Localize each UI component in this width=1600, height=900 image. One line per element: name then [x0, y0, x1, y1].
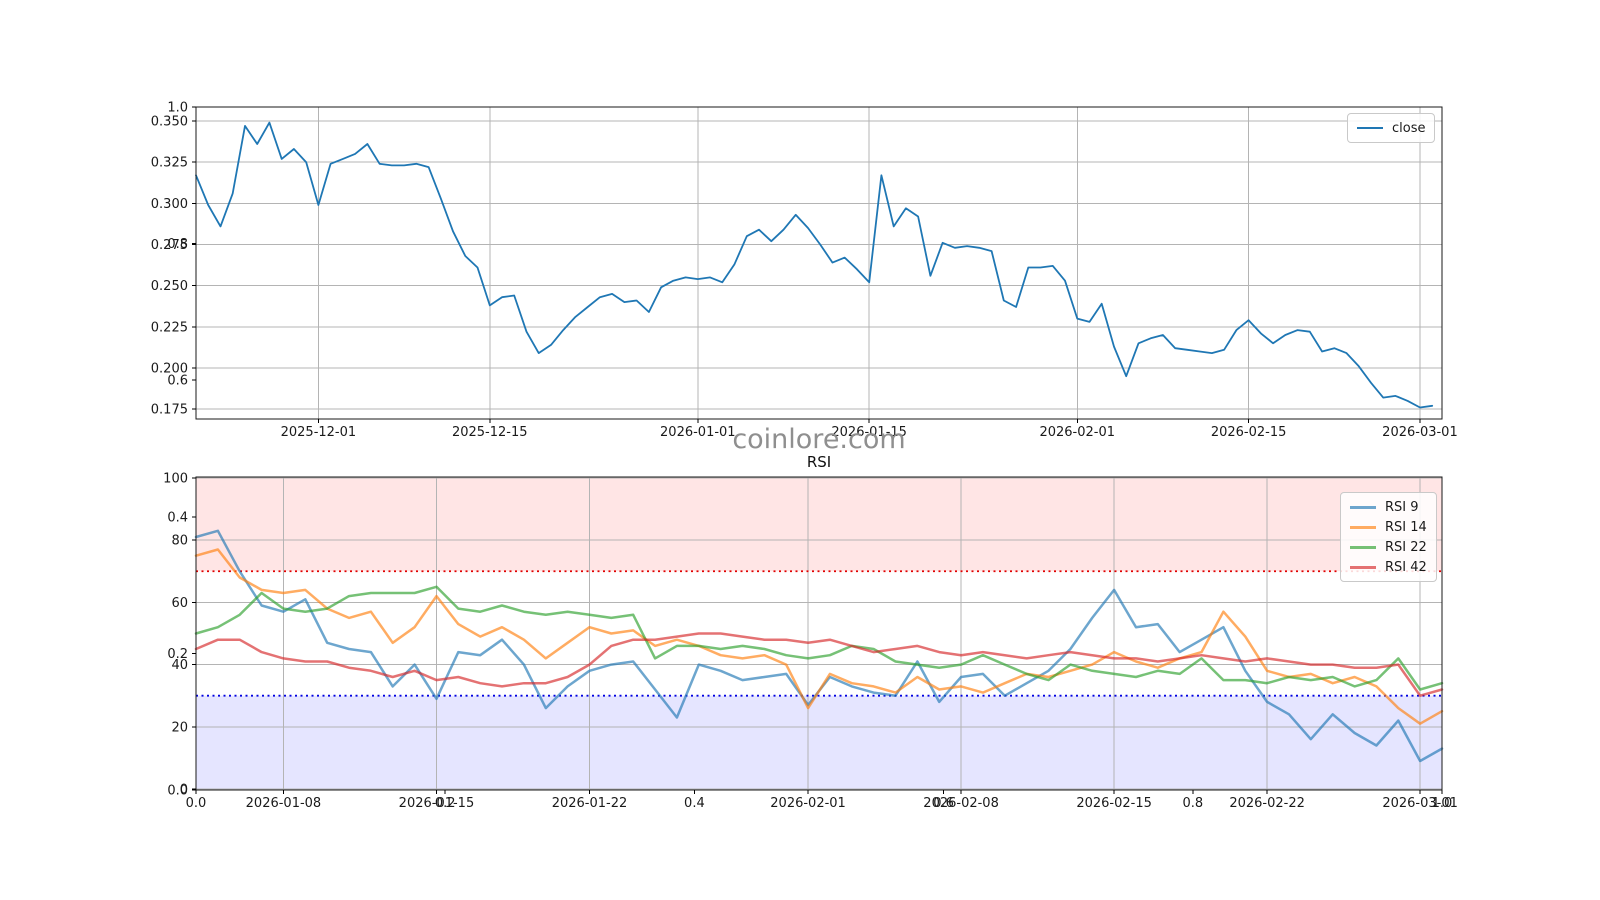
svg-text:0.325: 0.325 — [151, 156, 188, 171]
oversold-band — [196, 695, 1442, 790]
rsi9-line-swatch — [1350, 505, 1376, 509]
legend-item-rsi42: RSI 42 — [1350, 557, 1427, 577]
rsi14-line-swatch — [1350, 525, 1376, 529]
svg-text:0.0: 0.0 — [186, 796, 207, 811]
legend-label-close: close — [1392, 120, 1426, 136]
svg-text:2026-02-15: 2026-02-15 — [1211, 425, 1287, 440]
close-line-swatch — [1357, 127, 1383, 129]
svg-text:2025-12-01: 2025-12-01 — [281, 425, 357, 440]
svg-text:80: 80 — [171, 534, 188, 549]
svg-text:40: 40 — [171, 658, 188, 673]
svg-text:2026-02-01: 2026-02-01 — [1039, 425, 1115, 440]
grid — [196, 477, 1442, 790]
svg-text:2026-01-22: 2026-01-22 — [552, 796, 628, 811]
svg-text:2025-12-15: 2025-12-15 — [452, 425, 528, 440]
svg-text:0: 0 — [180, 783, 188, 798]
svg-text:0.0: 0.0 — [167, 784, 188, 799]
svg-text:2026-02-01: 2026-02-01 — [770, 796, 846, 811]
axes-border — [195, 476, 1443, 791]
tick-labels: 0.175 0.200 0.225 0.250 0.275 0.300 0.325 0.350… — [151, 114, 1458, 440]
svg-text:2026-03-01: 2026-03-01 — [1382, 796, 1458, 811]
svg-text:20: 20 — [171, 720, 188, 735]
price-legend: close — [1347, 113, 1436, 143]
rsi22-line-swatch — [1350, 545, 1376, 549]
rsi-chart-title: RSI — [806, 453, 832, 471]
svg-text:0.225: 0.225 — [151, 320, 188, 335]
svg-text:2026-02-22: 2026-02-22 — [1229, 796, 1305, 811]
svg-text:2026-01-15: 2026-01-15 — [831, 425, 907, 440]
legend-item-rsi14: RSI 14 — [1350, 517, 1427, 537]
svg-text:0.2: 0.2 — [435, 796, 456, 811]
svg-text:0.6: 0.6 — [167, 374, 188, 389]
svg-text:0.4: 0.4 — [167, 510, 188, 525]
svg-text:1.0: 1.0 — [167, 101, 188, 116]
price-chart: 0.175 0.200 0.225 0.250 0.275 0.300 0.325 0.350… — [151, 106, 1458, 440]
svg-text:100: 100 — [163, 471, 188, 486]
svg-text:0.250: 0.250 — [151, 279, 188, 294]
rsi-22-line — [194, 585, 1444, 691]
rsi-legend: RSI 9 RSI 14 RSI 22 RSI 42 — [1340, 492, 1437, 582]
legend-item-rsi9: RSI 9 — [1350, 497, 1427, 517]
legend-label-rsi14: RSI 14 — [1385, 519, 1427, 535]
svg-text:2026-02-15: 2026-02-15 — [1076, 796, 1152, 811]
svg-text:0.175: 0.175 — [151, 403, 188, 418]
svg-text:2026-02-08: 2026-02-08 — [923, 796, 999, 811]
legend-label-rsi22: RSI 22 — [1385, 539, 1427, 555]
svg-text:0.300: 0.300 — [151, 197, 188, 212]
watermark: coinlore.com — [732, 424, 906, 455]
rsi-14-line — [194, 548, 1444, 725]
rsi-chart: 0 20 40 60 80 100 2026-01-08 2026-01-15 2026-01-… — [163, 471, 1458, 811]
svg-text:0.200: 0.200 — [151, 361, 188, 376]
svg-text:60: 60 — [171, 596, 188, 611]
rsi-42-line — [194, 632, 1444, 697]
close-line — [195, 121, 1434, 409]
grid — [196, 107, 1442, 419]
svg-text:1.0: 1.0 — [1432, 796, 1453, 811]
rsi42-line-swatch — [1350, 565, 1376, 569]
svg-text:0.6: 0.6 — [933, 796, 954, 811]
svg-text:2026-01-15: 2026-01-15 — [399, 796, 475, 811]
svg-text:0.4: 0.4 — [684, 796, 705, 811]
svg-text:2026-01-01: 2026-01-01 — [660, 425, 736, 440]
svg-text:0.8: 0.8 — [167, 237, 188, 252]
legend-item-close: close — [1357, 118, 1425, 138]
svg-text:0.8: 0.8 — [1182, 796, 1203, 811]
svg-text:0.275: 0.275 — [151, 238, 188, 253]
svg-text:0.2: 0.2 — [167, 647, 188, 662]
svg-text:2026-01-08: 2026-01-08 — [246, 796, 322, 811]
svg-text:0.350: 0.350 — [151, 114, 188, 129]
legend-label-rsi42: RSI 42 — [1385, 559, 1427, 575]
axes-border — [195, 106, 1443, 420]
svg-text:2026-03-01: 2026-03-01 — [1382, 425, 1458, 440]
stray-axis: 1.0 0.8 0.6 0.4 0.2 0.00.0 0.2 0.4 0.6 0.8 1.0 — [167, 101, 1452, 812]
overbought-band — [196, 477, 1442, 572]
legend-item-rsi22: RSI 22 — [1350, 537, 1427, 557]
tick-labels: 0 20 40 60 80 100 2026-01-08 2026-01-15 2026-01-… — [163, 471, 1458, 811]
legend-label-rsi9: RSI 9 — [1385, 499, 1419, 515]
